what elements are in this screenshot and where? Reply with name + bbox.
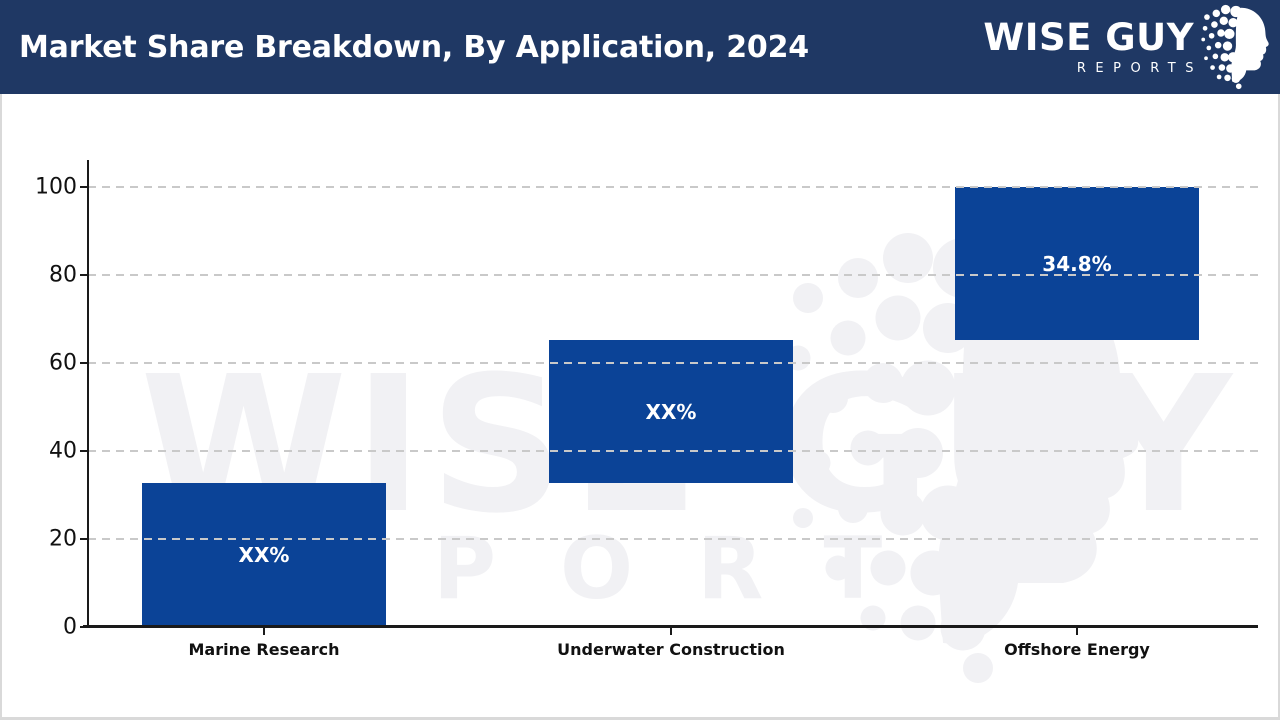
bar-value-label-offshore-energy: 34.8% <box>1042 251 1112 276</box>
x-axis-category-label-marine-research: Marine Research <box>188 640 340 659</box>
y-axis-tick-label: 80 <box>49 262 77 288</box>
bar-value-label-underwater-construction: XX% <box>645 399 697 424</box>
gridline-80 <box>88 274 1258 276</box>
y-axis-tick <box>80 186 87 188</box>
bar-marine-research <box>142 483 386 627</box>
brand-logo-text: WISE GUY REPORTS <box>983 19 1194 75</box>
y-axis-tick <box>80 538 87 540</box>
header-bar: Market Share Breakdown, By Application, … <box>0 0 1280 94</box>
x-axis-tick <box>263 628 265 635</box>
bar-offshore-energy <box>955 187 1199 341</box>
chart-title: Market Share Breakdown, By Application, … <box>19 29 809 65</box>
y-axis-tick <box>80 274 87 276</box>
bar-value-label-marine-research: XX% <box>238 543 290 568</box>
y-axis-line <box>87 160 89 627</box>
y-axis-tick-label: 100 <box>35 174 77 200</box>
gridline-20 <box>88 538 1258 540</box>
y-axis-tick <box>80 450 87 452</box>
brand-logo: WISE GUY REPORTS <box>983 4 1274 90</box>
brand-logo-subtext: REPORTS <box>1076 61 1203 76</box>
x-axis-tick <box>670 628 672 635</box>
y-axis-tick-label: 20 <box>49 526 77 552</box>
x-axis-category-label-underwater-construction: Underwater Construction <box>557 640 785 659</box>
brand-logo-face-icon <box>1201 4 1269 90</box>
y-axis-tick-label: 60 <box>49 350 77 376</box>
y-axis-tick <box>80 362 87 364</box>
gridline-100 <box>88 186 1258 188</box>
gridline-40 <box>88 450 1258 452</box>
x-axis-line <box>83 625 1258 628</box>
y-axis-tick <box>80 626 87 628</box>
x-axis-category-label-offshore-energy: Offshore Energy <box>1004 640 1150 659</box>
x-axis-tick <box>1076 628 1078 635</box>
y-axis-tick-label: 40 <box>49 438 77 464</box>
gridline-60 <box>88 362 1258 364</box>
brand-logo-wordmark: WISE GUY <box>983 16 1194 59</box>
y-axis-tick-label: 0 <box>63 614 77 640</box>
